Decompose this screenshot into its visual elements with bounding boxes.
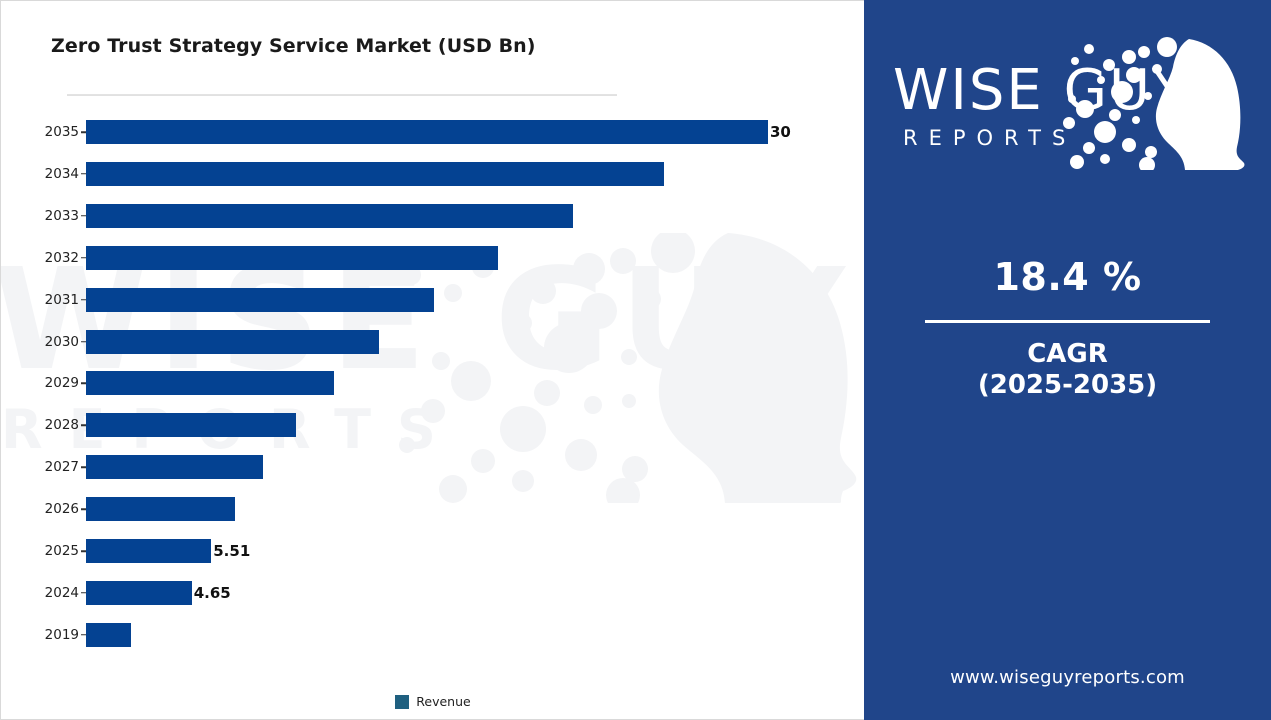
legend-label-revenue: Revenue (416, 694, 471, 709)
cagr-period-label: (2025-2035) (977, 370, 1158, 401)
bar-row: 2032 (1, 237, 864, 279)
axis-tick (81, 215, 86, 217)
bar-value-2025: 5.51 (213, 542, 251, 560)
bar-2030 (86, 329, 380, 354)
category-label-wrap: 2025 (21, 530, 79, 572)
axis-tick (81, 382, 86, 385)
brand-url: www.wiseguyreports.com (950, 667, 1185, 688)
category-label-wrap: 2026 (21, 488, 79, 530)
cagr-block: 18.4 % CAGR (2025-2035) (864, 255, 1271, 401)
category-label-2019: 2019 (44, 626, 79, 643)
bar-row: 2026 (1, 488, 864, 530)
category-label-2031: 2031 (44, 291, 79, 308)
category-label-wrap: 2031 (21, 279, 79, 321)
bar-2026 (86, 497, 235, 522)
category-label-2035: 2035 (44, 124, 79, 140)
category-label-2027: 2027 (44, 459, 79, 476)
bar-2027 (86, 455, 264, 480)
category-label-2024: 2024 (44, 584, 79, 601)
svg-text:REPORTS: REPORTS (903, 126, 1076, 150)
category-label-wrap: 2027 (21, 446, 79, 488)
cagr-value: 18.4 % (993, 255, 1142, 299)
axis-tick (81, 256, 86, 259)
axis-tick (81, 592, 86, 594)
axis-tick (81, 424, 86, 427)
category-label-2026: 2026 (44, 501, 79, 518)
bar-row: 2035 30 (1, 111, 864, 153)
category-label-wrap: 2033 (21, 195, 79, 237)
bar-2029 (86, 371, 335, 396)
bar-row: 2019 (1, 614, 864, 656)
category-label-wrap: 2035 (21, 111, 79, 153)
axis-tick (81, 173, 86, 175)
plot-area: 2035 30 2034 2033 2032 2031 2030 2029 2028 2027 20… (1, 1, 864, 681)
category-label-wrap: 2028 (21, 404, 79, 446)
axis-tick (81, 634, 86, 636)
cagr-divider (925, 319, 1210, 323)
bar-2025 (86, 539, 212, 563)
bar-2028 (86, 413, 297, 438)
bar-row: 2029 (1, 362, 864, 404)
category-label-2029: 2029 (44, 375, 79, 392)
bar-2024 (86, 580, 192, 605)
axis-tick (81, 340, 86, 343)
axis-tick (81, 550, 86, 552)
axis-tick (81, 466, 86, 468)
category-label-wrap: 2024 (21, 572, 79, 614)
bar-value-2024: 4.65 (193, 583, 231, 602)
axis-tick (81, 131, 86, 133)
wiseguyreports-logo: WISE GUY REPORTS (893, 37, 1245, 170)
bar-row: 2033 (1, 195, 864, 237)
category-label-wrap: 2032 (21, 237, 79, 279)
legend-swatch-icon (395, 694, 410, 709)
brand-panel: WISE GUY REPORTS (864, 0, 1271, 720)
bar-2019 (86, 622, 132, 647)
bar-2032 (86, 245, 499, 270)
chart-legend: Revenue (1, 694, 864, 709)
bar-2031 (86, 287, 435, 312)
bar-row: 2025 5.51 (1, 530, 864, 572)
category-label-2030: 2030 (44, 333, 79, 350)
bar-row: 2027 (1, 446, 864, 488)
chart-panel: Zero Trust Strategy Service Market (USD … (0, 0, 864, 720)
category-label-2025: 2025 (44, 543, 79, 559)
category-label-wrap: 2019 (21, 614, 79, 656)
axis-tick (81, 298, 86, 301)
cagr-label: CAGR (1027, 338, 1108, 369)
bar-row: 2028 (1, 404, 864, 446)
axis-tick (81, 508, 86, 510)
svg-text:WISE GUY: WISE GUY (893, 58, 1188, 123)
bar-2035 (86, 120, 768, 144)
category-label-2032: 2032 (44, 249, 79, 266)
bar-row: 2024 4.65 (1, 572, 864, 614)
category-label-2033: 2033 (44, 207, 79, 224)
bar-row: 2034 (1, 153, 864, 195)
bar-2033 (86, 203, 574, 228)
title-divider (67, 94, 617, 96)
bar-row: 2031 (1, 279, 864, 321)
chart-title: Zero Trust Strategy Service Market (USD … (51, 35, 536, 57)
bar-value-2035: 30 (770, 123, 791, 141)
category-label-2034: 2034 (44, 165, 79, 182)
category-label-2028: 2028 (44, 417, 79, 434)
bar-2034 (86, 161, 664, 186)
category-label-wrap: 2034 (21, 153, 79, 195)
category-label-wrap: 2030 (21, 321, 79, 363)
category-label-wrap: 2029 (21, 362, 79, 404)
bar-row: 2030 (1, 321, 864, 363)
